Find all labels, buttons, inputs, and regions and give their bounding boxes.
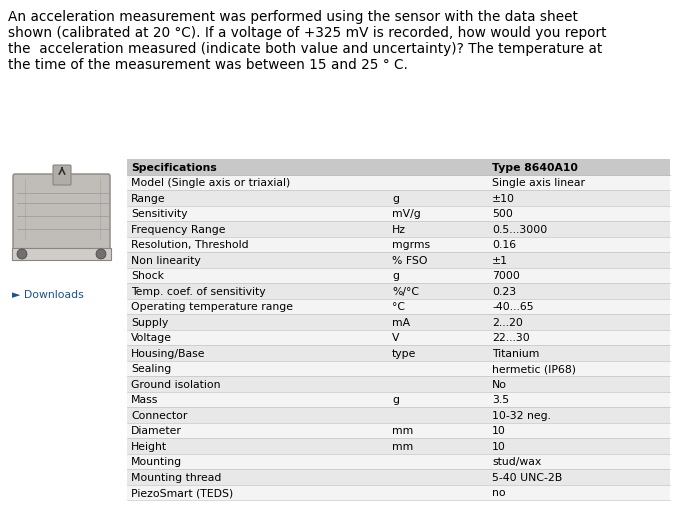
Text: -40...65: -40...65 <box>492 302 534 312</box>
Text: ±10: ±10 <box>492 193 515 204</box>
Bar <box>12 248 111 261</box>
Bar <box>127 160 670 175</box>
Text: mgrms: mgrms <box>392 240 430 250</box>
Text: Titanium: Titanium <box>492 348 539 358</box>
Bar <box>127 315 670 330</box>
Text: the time of the measurement was between 15 and 25 ° C.: the time of the measurement was between … <box>8 58 408 72</box>
Text: 22...30: 22...30 <box>492 332 530 343</box>
Text: Non linearity: Non linearity <box>131 255 201 265</box>
Text: hermetic (IP68): hermetic (IP68) <box>492 363 576 374</box>
Text: Frequency Range: Frequency Range <box>131 224 225 234</box>
Circle shape <box>17 249 27 260</box>
Bar <box>127 175 670 191</box>
Bar <box>127 284 670 299</box>
Bar <box>127 407 670 422</box>
Text: Shock: Shock <box>131 271 164 280</box>
Text: Operating temperature range: Operating temperature range <box>131 302 293 312</box>
Text: Type 8640A10: Type 8640A10 <box>492 162 578 173</box>
Text: 0.16: 0.16 <box>492 240 516 250</box>
FancyBboxPatch shape <box>13 175 110 259</box>
Bar <box>127 330 670 345</box>
Text: ±1: ±1 <box>492 255 508 265</box>
Bar <box>127 376 670 392</box>
Text: Housing/Base: Housing/Base <box>131 348 206 358</box>
Text: An acceleration measurement was performed using the sensor with the data sheet: An acceleration measurement was performe… <box>8 10 578 24</box>
Text: No: No <box>492 379 507 389</box>
Text: 5-40 UNC-2B: 5-40 UNC-2B <box>492 472 563 482</box>
Text: 2...20: 2...20 <box>492 317 523 327</box>
Bar <box>127 221 670 237</box>
Bar <box>127 469 670 485</box>
Text: 0.5...3000: 0.5...3000 <box>492 224 548 234</box>
Text: 500: 500 <box>492 209 513 219</box>
Bar <box>127 454 670 469</box>
Text: type: type <box>392 348 416 358</box>
Text: g: g <box>392 271 399 280</box>
Text: Connector: Connector <box>131 410 187 420</box>
Text: mA: mA <box>392 317 410 327</box>
Text: 3.5: 3.5 <box>492 394 509 405</box>
Text: g: g <box>392 394 399 405</box>
Text: %/°C: %/°C <box>392 286 419 296</box>
Text: Single axis linear: Single axis linear <box>492 178 585 188</box>
Text: 10: 10 <box>492 441 506 451</box>
Text: the  acceleration measured (indicate both value and uncertainty)? The temperatur: the acceleration measured (indicate both… <box>8 42 602 56</box>
Text: Mass: Mass <box>131 394 159 405</box>
Text: mV/g: mV/g <box>392 209 421 219</box>
Text: Model (Single axis or triaxial): Model (Single axis or triaxial) <box>131 178 290 188</box>
Text: Hz: Hz <box>392 224 406 234</box>
Text: mm: mm <box>392 426 413 435</box>
Bar <box>127 485 670 500</box>
Text: g: g <box>392 193 399 204</box>
Text: shown (calibrated at 20 °C). If a voltage of +325 mV is recorded, how would you : shown (calibrated at 20 °C). If a voltag… <box>8 26 607 40</box>
Bar <box>127 206 670 221</box>
Text: °C: °C <box>392 302 405 312</box>
Text: Mounting: Mounting <box>131 457 182 466</box>
Bar <box>127 191 670 206</box>
Text: mm: mm <box>392 441 413 451</box>
Text: stud/wax: stud/wax <box>492 457 541 466</box>
Bar <box>127 299 670 315</box>
Text: 10: 10 <box>492 426 506 435</box>
Text: no: no <box>492 487 505 497</box>
Text: % FSO: % FSO <box>392 255 428 265</box>
Text: Mounting thread: Mounting thread <box>131 472 221 482</box>
Text: Sensitivity: Sensitivity <box>131 209 187 219</box>
Text: V: V <box>392 332 400 343</box>
Text: 7000: 7000 <box>492 271 520 280</box>
Text: Range: Range <box>131 193 165 204</box>
Text: Sealing: Sealing <box>131 363 171 374</box>
Text: Specifications: Specifications <box>131 162 217 173</box>
Bar <box>127 237 670 252</box>
Text: Height: Height <box>131 441 167 451</box>
Bar <box>127 361 670 376</box>
Bar <box>127 345 670 361</box>
Text: Voltage: Voltage <box>131 332 172 343</box>
Text: Ground isolation: Ground isolation <box>131 379 221 389</box>
Bar <box>127 252 670 268</box>
Text: ► Downloads: ► Downloads <box>12 290 84 299</box>
Text: 0.23: 0.23 <box>492 286 516 296</box>
Bar <box>127 438 670 454</box>
FancyBboxPatch shape <box>53 165 71 186</box>
Text: Temp. coef. of sensitivity: Temp. coef. of sensitivity <box>131 286 266 296</box>
Bar <box>127 422 670 438</box>
Text: 10-32 neg.: 10-32 neg. <box>492 410 551 420</box>
Text: PiezoSmart (TEDS): PiezoSmart (TEDS) <box>131 487 234 497</box>
Bar <box>127 392 670 407</box>
Circle shape <box>96 249 106 260</box>
Text: Resolution, Threshold: Resolution, Threshold <box>131 240 249 250</box>
Text: Diameter: Diameter <box>131 426 182 435</box>
Bar <box>127 268 670 284</box>
Text: Supply: Supply <box>131 317 168 327</box>
